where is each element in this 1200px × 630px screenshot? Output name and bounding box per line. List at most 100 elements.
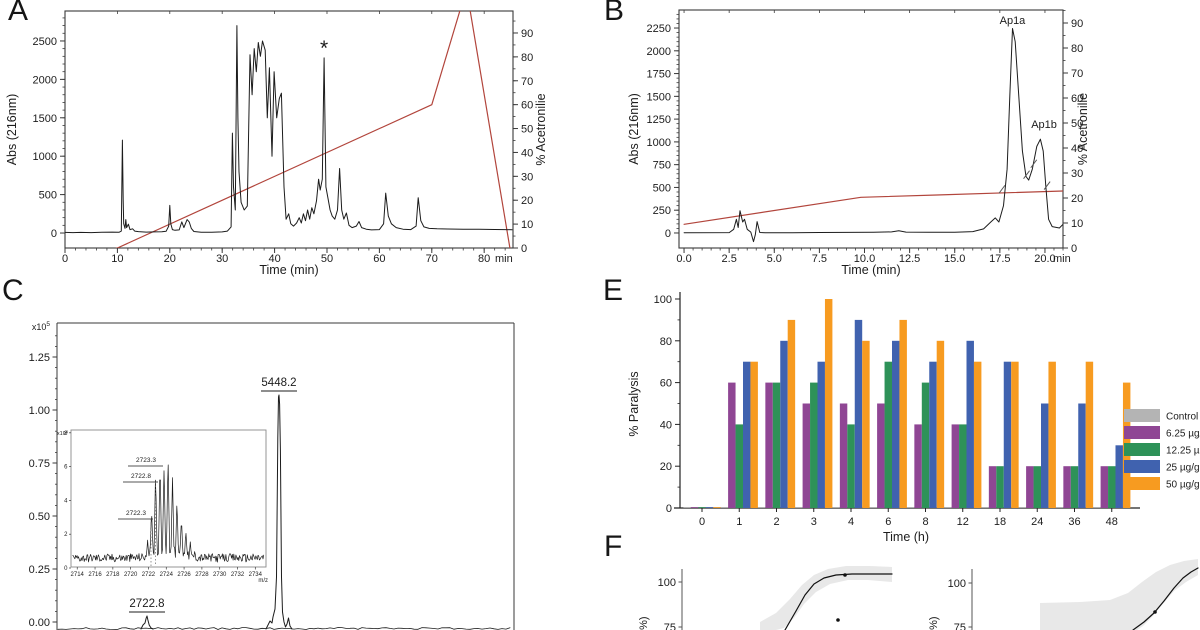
svg-text:0: 0 xyxy=(665,228,671,240)
svg-text:0.50: 0.50 xyxy=(29,511,50,523)
svg-text:% Acetronilie: % Acetronilie xyxy=(1076,93,1090,165)
panel-label-f: F xyxy=(604,530,623,563)
svg-text:0: 0 xyxy=(699,516,705,528)
svg-text:1500: 1500 xyxy=(647,91,671,103)
svg-text:0.0: 0.0 xyxy=(676,253,691,265)
svg-text:60: 60 xyxy=(1071,93,1083,105)
svg-text:(%): (%) xyxy=(928,616,940,630)
svg-text:2732: 2732 xyxy=(231,572,245,578)
svg-text:2.5: 2.5 xyxy=(722,253,737,265)
svg-text:Ap1b: Ap1b xyxy=(1031,119,1057,131)
svg-text:50: 50 xyxy=(521,124,533,136)
svg-text:30: 30 xyxy=(216,253,228,265)
svg-text:4: 4 xyxy=(848,516,854,528)
svg-text:75: 75 xyxy=(954,622,966,630)
svg-text:25 µg/g: 25 µg/g xyxy=(1166,463,1200,474)
legend: Control 6.25 µg/g 12.25 µg/g 25 µg/g 50 µg/g xyxy=(1124,409,1200,491)
svg-text:90: 90 xyxy=(1071,18,1083,30)
panel-f-dose-response: 100 75 (%) 100 75 (%) xyxy=(638,559,1199,630)
svg-text:2720: 2720 xyxy=(124,572,138,578)
svg-text:2716: 2716 xyxy=(88,572,102,578)
svg-text:0.75: 0.75 xyxy=(29,458,50,470)
svg-text:5448.2: 5448.2 xyxy=(261,377,296,389)
svg-text:75: 75 xyxy=(664,622,676,630)
svg-text:2: 2 xyxy=(773,516,779,528)
svg-text:40: 40 xyxy=(660,419,672,431)
svg-text:80: 80 xyxy=(478,253,490,265)
svg-text:2722.8: 2722.8 xyxy=(129,598,164,610)
svg-text:2250: 2250 xyxy=(647,23,671,35)
svg-text:7.5: 7.5 xyxy=(812,253,827,265)
svg-text:15.0: 15.0 xyxy=(944,253,965,265)
svg-text:48: 48 xyxy=(1106,516,1118,528)
svg-text:10: 10 xyxy=(521,219,533,231)
svg-text:0: 0 xyxy=(666,503,672,515)
svg-text:750: 750 xyxy=(653,160,671,172)
svg-text:6: 6 xyxy=(885,516,891,528)
svg-text:24: 24 xyxy=(1031,516,1043,528)
svg-text:0: 0 xyxy=(62,253,68,265)
svg-text:1: 1 xyxy=(736,516,742,528)
panel-b-chromatogram: 0.0 2.5 5.0 7.5 10.0 12.5 15.0 17.5 20.0min02505… xyxy=(627,9,1090,277)
svg-text:2722.3: 2722.3 xyxy=(126,510,146,517)
svg-text:50: 50 xyxy=(321,253,333,265)
panel-label-b: B xyxy=(604,0,625,27)
panel-label-c: C xyxy=(2,274,24,307)
svg-text:36: 36 xyxy=(1068,516,1080,528)
svg-text:Abs (216nm): Abs (216nm) xyxy=(627,93,641,165)
svg-text:0.25: 0.25 xyxy=(29,564,50,576)
svg-text:40: 40 xyxy=(1071,143,1083,155)
svg-text:3: 3 xyxy=(811,516,817,528)
svg-text:5.0: 5.0 xyxy=(767,253,782,265)
svg-text:2724: 2724 xyxy=(160,572,174,578)
svg-text:% Paralysis: % Paralysis xyxy=(627,371,641,436)
svg-text:Abs (216nm): Abs (216nm) xyxy=(5,94,19,166)
svg-text:12: 12 xyxy=(957,516,969,528)
svg-text:50: 50 xyxy=(1071,118,1083,130)
svg-text:1750: 1750 xyxy=(647,69,671,81)
svg-text:1.25: 1.25 xyxy=(29,352,50,364)
svg-text:Ap1a: Ap1a xyxy=(1000,15,1027,27)
svg-text:Time (min): Time (min) xyxy=(841,263,900,277)
svg-text:10: 10 xyxy=(111,253,123,265)
svg-text:4: 4 xyxy=(64,498,68,504)
svg-text:0: 0 xyxy=(51,228,57,240)
svg-text:70: 70 xyxy=(521,76,533,88)
svg-text:12.5: 12.5 xyxy=(899,253,920,265)
svg-text:30: 30 xyxy=(521,171,533,183)
svg-text:2726: 2726 xyxy=(177,572,191,578)
svg-text:100: 100 xyxy=(948,578,966,590)
svg-text:0.00: 0.00 xyxy=(29,617,50,629)
svg-text:2728: 2728 xyxy=(195,572,209,578)
svg-text:70: 70 xyxy=(1071,68,1083,80)
svg-text:2000: 2000 xyxy=(647,46,671,58)
svg-text:90: 90 xyxy=(521,28,533,40)
svg-text:1500: 1500 xyxy=(33,113,57,125)
svg-text:2734: 2734 xyxy=(249,572,263,578)
svg-text:20: 20 xyxy=(1071,193,1083,205)
svg-text:Time (min): Time (min) xyxy=(259,263,318,277)
svg-text:17.5: 17.5 xyxy=(989,253,1010,265)
panel-label-a: A xyxy=(8,0,29,27)
svg-text:2730: 2730 xyxy=(213,572,227,578)
svg-text:8: 8 xyxy=(64,431,68,437)
svg-text:60: 60 xyxy=(521,100,533,112)
svg-text:80: 80 xyxy=(521,52,533,64)
svg-text:20: 20 xyxy=(164,253,176,265)
svg-text:m/z: m/z xyxy=(258,578,268,584)
svg-text:250: 250 xyxy=(653,205,671,217)
svg-text:50 µg/g: 50 µg/g xyxy=(1166,480,1200,491)
svg-text:2722.8: 2722.8 xyxy=(131,473,151,480)
svg-text:1250: 1250 xyxy=(647,114,671,126)
svg-text:Control: Control xyxy=(1166,412,1198,423)
svg-text:20.0: 20.0 xyxy=(1034,253,1055,265)
svg-text:2500: 2500 xyxy=(33,36,57,48)
svg-text:x105: x105 xyxy=(32,321,51,332)
svg-text:1.00: 1.00 xyxy=(29,405,50,417)
svg-text:6: 6 xyxy=(64,465,68,471)
svg-text:20: 20 xyxy=(521,195,533,207)
svg-text:30: 30 xyxy=(1071,168,1083,180)
svg-text:18: 18 xyxy=(994,516,1006,528)
